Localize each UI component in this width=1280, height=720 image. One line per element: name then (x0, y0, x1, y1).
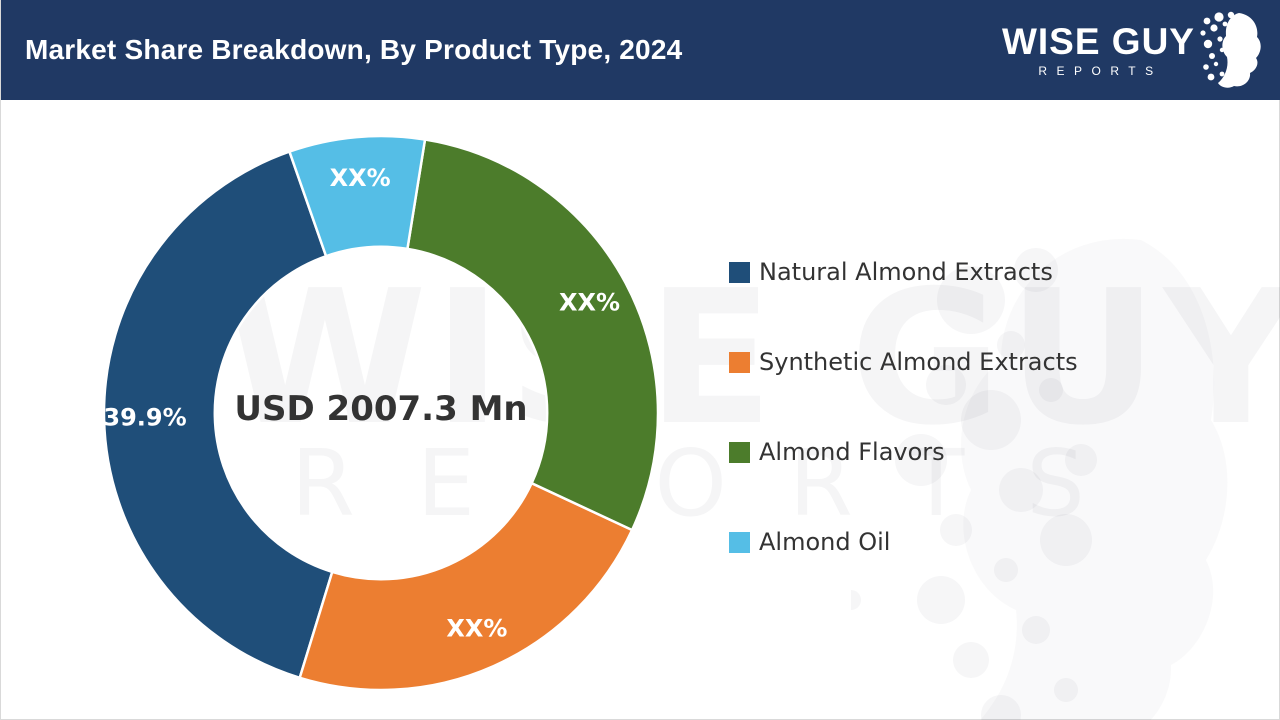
legend-item-synthetic-almond-extracts: Synthetic Almond Extracts (729, 346, 1078, 378)
legend-item-almond-oil: Almond Oil (729, 526, 1078, 558)
legend-swatch-natural-almond-extracts (729, 261, 750, 283)
pie-segment-label-synthetic-almond-extracts: XX% (446, 615, 507, 643)
legend-label: Synthetic Almond Extracts (759, 348, 1078, 376)
pie-segment-label-almond-flavors: XX% (559, 288, 620, 316)
header-bar: Market Share Breakdown, By Product Type,… (1, 0, 1280, 100)
legend-label: Almond Oil (759, 528, 891, 556)
pie-segment-label-natural-almond-extracts: 39.9% (103, 404, 186, 432)
legend-swatch-almond-flavors (729, 441, 750, 463)
brand-logo-subtext: REPORTS (1038, 63, 1163, 78)
donut-center-value: USD 2007.3 Mn (234, 389, 527, 429)
pie-segment-almond-oil (287, 134, 427, 258)
pie-segment-synthetic-almond-extracts (298, 481, 634, 692)
legend-label: Almond Flavors (759, 438, 945, 466)
chart-legend: Natural Almond Extracts Synthetic Almond … (729, 256, 1078, 616)
pie-segment-label-almond-oil: XX% (330, 164, 391, 192)
legend-swatch-synthetic-almond-extracts (729, 351, 750, 373)
brand-logo-face-icon (1200, 11, 1261, 88)
brand-logo-text: WISE GUY REPORTS (1002, 23, 1195, 78)
brand-logo-wordmark: WISE GUY (1001, 20, 1195, 62)
legend-item-almond-flavors: Almond Flavors (729, 436, 1078, 468)
legend-swatch-almond-oil (729, 531, 750, 553)
legend-item-natural-almond-extracts: Natural Almond Extracts (729, 256, 1078, 288)
page-title: Market Share Breakdown, By Product Type,… (25, 34, 683, 65)
brand-logo: WISE GUY REPORTS (1002, 11, 1261, 89)
pie-segment-natural-almond-extracts (102, 149, 334, 680)
pie-segment-almond-flavors (405, 138, 660, 532)
legend-label: Natural Almond Extracts (759, 258, 1053, 286)
